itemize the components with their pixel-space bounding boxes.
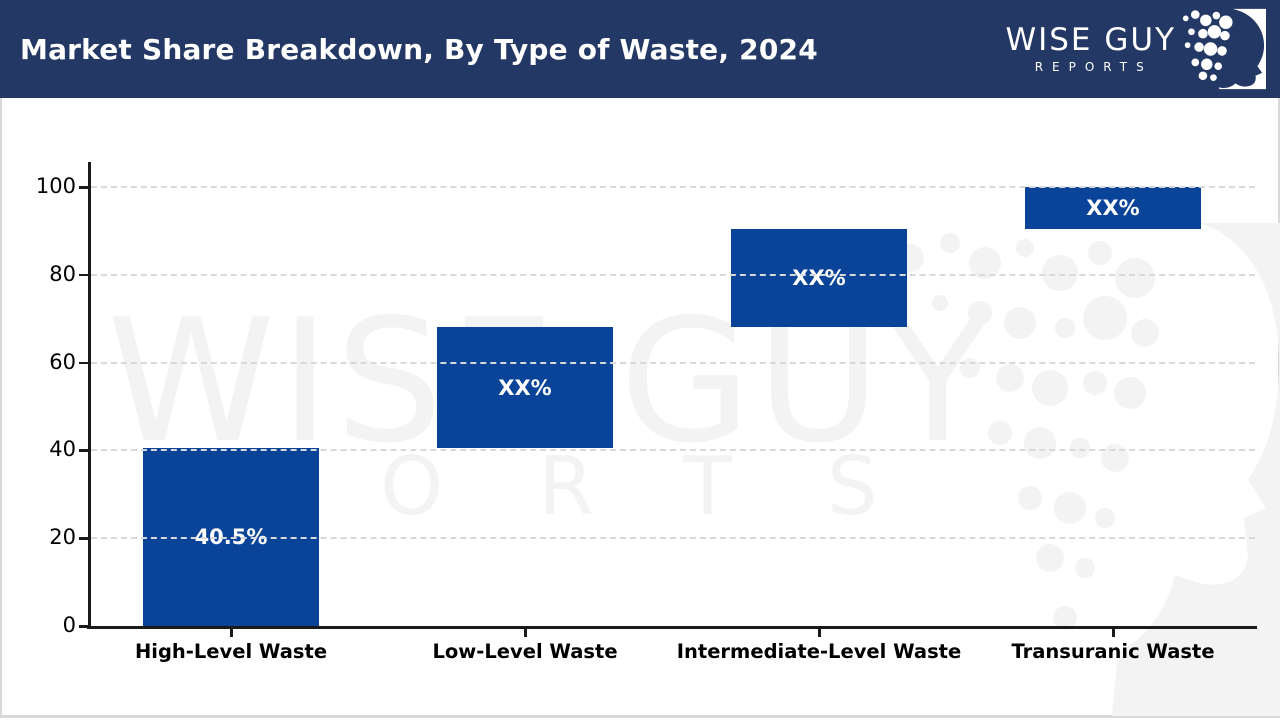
bar-low-level-waste: XX% [437, 327, 613, 449]
y-tick-label-0: 0 [62, 613, 76, 637]
header-bar: Market Share Breakdown, By Type of Waste… [0, 0, 1280, 98]
chart-canvas: WISE GUY PORTS 40.5% XX% XX% XX% 0 20 40 60 80 10… [0, 98, 1280, 718]
page-title: Market Share Breakdown, By Type of Waste… [20, 32, 818, 66]
brand-logo-text: WISE GUY REPORTS [1005, 21, 1176, 74]
x-category-label-4: Transuranic Waste [1011, 640, 1215, 663]
x-category-label-2: Low-Level Waste [432, 640, 618, 663]
bar-transuranic-waste: XX% [1025, 187, 1201, 229]
brand-logo-line1: WISE GUY [1005, 21, 1176, 58]
plot-area: 40.5% XX% XX% XX% 0 20 40 60 80 100 High-Level Was… [2, 98, 1280, 716]
gridline-20 [91, 537, 1255, 540]
x-category-label-3: Intermediate-Level Waste [676, 640, 962, 663]
watermark-text-line2: PORTS [237, 440, 973, 533]
x-category-label-1: High-Level Waste [134, 640, 328, 663]
x-tick-mark-2 [524, 629, 527, 637]
gridline-40 [91, 449, 1255, 452]
brand-logo-line2: REPORTS [1034, 59, 1153, 74]
y-tick-mark-80 [79, 273, 88, 277]
head-dots-icon [1182, 8, 1266, 90]
y-tick-mark-40 [79, 449, 88, 452]
gridline-80 [91, 273, 1255, 276]
x-tick-mark-1 [230, 629, 233, 637]
y-tick-label-40: 40 [49, 437, 76, 462]
y-tick-mark-100 [79, 186, 88, 189]
x-tick-mark-3 [818, 629, 821, 637]
y-tick-mark-0 [79, 625, 88, 628]
brand-logo: WISE GUY REPORTS [1005, 7, 1280, 91]
bar-value-label: XX% [1086, 195, 1140, 220]
y-axis-line [88, 162, 91, 629]
bar-value-label: 40.5% [194, 525, 268, 550]
x-axis-line [87, 626, 1257, 629]
bar-high-level-waste: 40.5% [143, 448, 319, 626]
y-tick-mark-20 [79, 537, 88, 540]
y-tick-label-60: 60 [49, 349, 76, 374]
bar-value-label: XX% [792, 266, 846, 291]
bar-value-label: XX% [498, 375, 552, 400]
y-tick-label-100: 100 [35, 174, 76, 198]
x-tick-mark-4 [1112, 629, 1115, 637]
y-tick-label-20: 20 [49, 525, 76, 550]
y-tick-mark-60 [79, 361, 88, 365]
bar-intermediate-level-waste: XX% [731, 228, 907, 328]
gridline-100 [91, 186, 1255, 188]
y-tick-label-80: 80 [49, 261, 76, 286]
gridline-60 [91, 361, 1255, 364]
